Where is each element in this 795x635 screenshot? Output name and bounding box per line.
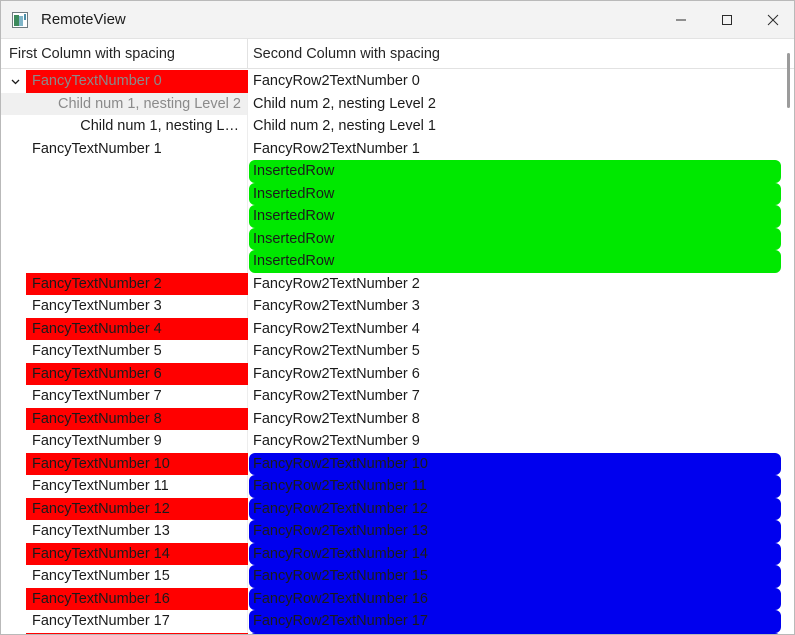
- maximize-icon[interactable]: [704, 1, 750, 38]
- table-row[interactable]: InsertedRow: [1, 227, 794, 251]
- table-row[interactable]: FancyTextNumber 5 FancyRow2TextNumber 5: [1, 340, 794, 363]
- cell-second-column[interactable]: FancyRow2TextNumber 13: [249, 520, 781, 543]
- cell-first-column[interactable]: [26, 205, 248, 228]
- cell-second-column[interactable]: InsertedRow: [249, 205, 781, 228]
- cell-second-column[interactable]: FancyRow2TextNumber 16: [249, 587, 781, 610]
- cell-first-column[interactable]: FancyTextNumber 17: [32, 613, 170, 629]
- cell-second-column[interactable]: Child num 2, nesting Level 2: [253, 95, 436, 112]
- cell-second-column[interactable]: FancyRow2TextNumber 6: [253, 365, 420, 382]
- column-header-first[interactable]: First Column with spacing: [9, 46, 175, 62]
- cell-first-column[interactable]: FancyTextNumber 5: [32, 343, 162, 359]
- cell-first-column[interactable]: FancyTextNumber 2: [26, 272, 248, 295]
- table-row[interactable]: FancyTextNumber 4 FancyRow2TextNumber 4: [1, 317, 794, 340]
- vertical-scrollbar[interactable]: [784, 40, 793, 634]
- cell-first-column[interactable]: Child num 1, nesting L…: [80, 118, 239, 134]
- cell-first-column[interactable]: FancyTextNumber 12: [26, 497, 248, 520]
- column-header-row: First Column with spacing Second Column …: [1, 39, 794, 69]
- cell-second-column[interactable]: FancyRow2TextNumber 2: [253, 275, 420, 292]
- cell-second-column[interactable]: InsertedRow: [249, 227, 781, 250]
- cell-second-column[interactable]: FancyRow2TextNumber 5: [253, 343, 420, 359]
- cell-first-column[interactable]: [26, 160, 248, 183]
- minimize-icon[interactable]: [658, 1, 704, 38]
- cell-first-column[interactable]: FancyTextNumber 11: [32, 478, 169, 494]
- table-row[interactable]: FancyTextNumber 0 FancyRow2TextNumber 0: [1, 70, 794, 93]
- cell-first-column[interactable]: FancyTextNumber 15: [32, 568, 170, 584]
- close-icon[interactable]: [750, 1, 794, 38]
- table-row[interactable]: Child num 1, nesting L… Child num 2, nest…: [1, 115, 794, 138]
- cell-first-column[interactable]: FancyTextNumber 14: [26, 542, 248, 565]
- cell-first-column[interactable]: FancyTextNumber 18: [26, 632, 248, 634]
- cell-first-column[interactable]: [26, 228, 248, 251]
- cell-second-column[interactable]: InsertedRow: [249, 160, 781, 183]
- cell-second-column[interactable]: Child num 2, nesting Level 1: [253, 118, 436, 134]
- table-row[interactable]: InsertedRow: [1, 160, 794, 183]
- cell-second-column[interactable]: FancyRow2TextNumber 0: [253, 73, 420, 89]
- body-column-divider: [247, 70, 248, 634]
- cell-second-column[interactable]: FancyRow2TextNumber 9: [253, 433, 420, 449]
- table-row[interactable]: FancyTextNumber 6 FancyRow2TextNumber 6: [1, 362, 794, 385]
- table-row[interactable]: FancyTextNumber 13 FancyRow2TextNumber 13: [1, 520, 794, 543]
- cell-first-column[interactable]: FancyTextNumber 0: [26, 70, 248, 93]
- app-window-icon: [12, 11, 28, 28]
- cell-first-column[interactable]: FancyTextNumber 8: [26, 407, 248, 430]
- table-row[interactable]: FancyTextNumber 18FancyRow2TextNumber 18: [1, 632, 794, 634]
- cell-second-column[interactable]: FancyRow2TextNumber 7: [253, 388, 420, 404]
- table-row[interactable]: FancyTextNumber 9 FancyRow2TextNumber 9: [1, 430, 794, 453]
- table-row[interactable]: FancyTextNumber 11 FancyRow2TextNumber 11: [1, 475, 794, 498]
- cell-second-column[interactable]: InsertedRow: [249, 182, 781, 205]
- chevron-down-icon[interactable]: [7, 70, 23, 93]
- cell-second-column[interactable]: FancyRow2TextNumber 8: [253, 410, 420, 427]
- table-row[interactable]: FancyTextNumber 12 FancyRow2TextNumber 12: [1, 497, 794, 520]
- cell-first-column[interactable]: FancyTextNumber 9: [32, 433, 162, 449]
- table-row[interactable]: InsertedRow: [1, 205, 794, 228]
- cell-first-column[interactable]: FancyTextNumber 13: [32, 523, 170, 539]
- table-row[interactable]: FancyTextNumber 7 FancyRow2TextNumber 7: [1, 385, 794, 408]
- cell-first-column[interactable]: Child num 1, nesting Level 2: [1, 92, 247, 115]
- table-row[interactable]: FancyTextNumber 2 FancyRow2TextNumber 2: [1, 272, 794, 295]
- table-row[interactable]: FancyTextNumber 14 FancyRow2TextNumber 14: [1, 542, 794, 565]
- cell-first-column[interactable]: FancyTextNumber 4: [26, 317, 248, 340]
- tree-grid-body: FancyTextNumber 0 FancyRow2TextNumber 0 Ch…: [1, 70, 794, 634]
- cell-first-column[interactable]: FancyTextNumber 10: [26, 452, 248, 475]
- cell-first-column[interactable]: FancyTextNumber 6: [26, 362, 248, 385]
- cell-second-column[interactable]: FancyRow2TextNumber 4: [253, 320, 420, 337]
- cell-second-column[interactable]: FancyRow2TextNumber 15: [249, 565, 781, 588]
- table-row[interactable]: FancyTextNumber 17 FancyRow2TextNumber 17: [1, 610, 794, 633]
- table-row[interactable]: FancyTextNumber 10 FancyRow2TextNumber 10: [1, 452, 794, 475]
- cell-second-column[interactable]: FancyRow2TextNumber 12: [249, 497, 781, 520]
- table-row[interactable]: Child num 1, nesting Level 2 Child num 2,…: [1, 92, 794, 115]
- column-header-second[interactable]: Second Column with spacing: [253, 46, 440, 62]
- table-row[interactable]: InsertedRow: [1, 250, 794, 273]
- header-column-divider: [247, 39, 248, 69]
- table-row[interactable]: FancyTextNumber 16 FancyRow2TextNumber 16: [1, 587, 794, 610]
- cell-first-column[interactable]: FancyTextNumber 3: [32, 298, 162, 314]
- cell-second-column[interactable]: FancyRow2TextNumber 14: [249, 542, 781, 565]
- table-row[interactable]: FancyTextNumber 3 FancyRow2TextNumber 3: [1, 295, 794, 318]
- cell-first-column[interactable]: FancyTextNumber 16: [26, 587, 248, 610]
- cell-second-column[interactable]: FancyRow2TextNumber 18: [249, 632, 781, 634]
- window-title: RemoteView: [41, 10, 126, 28]
- table-row[interactable]: FancyTextNumber 15 FancyRow2TextNumber 15: [1, 565, 794, 588]
- title-bar: RemoteView: [1, 1, 794, 39]
- scrollbar-thumb[interactable]: [787, 53, 790, 108]
- cell-first-column[interactable]: [26, 183, 248, 206]
- cell-second-column[interactable]: FancyRow2TextNumber 11: [249, 475, 781, 498]
- cell-second-column[interactable]: FancyRow2TextNumber 17: [249, 610, 781, 633]
- cell-second-column[interactable]: FancyRow2TextNumber 10: [249, 452, 781, 475]
- cell-second-column[interactable]: InsertedRow: [249, 250, 781, 273]
- table-row[interactable]: FancyTextNumber 1 FancyRow2TextNumber 1: [1, 138, 794, 161]
- cell-second-column[interactable]: FancyRow2TextNumber 1: [253, 140, 420, 157]
- cell-first-column[interactable]: FancyTextNumber 7: [32, 388, 162, 404]
- cell-first-column[interactable]: [26, 250, 248, 273]
- cell-first-column[interactable]: FancyTextNumber 1: [32, 140, 162, 157]
- cell-second-column[interactable]: FancyRow2TextNumber 3: [253, 298, 420, 314]
- table-row[interactable]: InsertedRow: [1, 182, 794, 206]
- table-row[interactable]: FancyTextNumber 8 FancyRow2TextNumber 8: [1, 407, 794, 430]
